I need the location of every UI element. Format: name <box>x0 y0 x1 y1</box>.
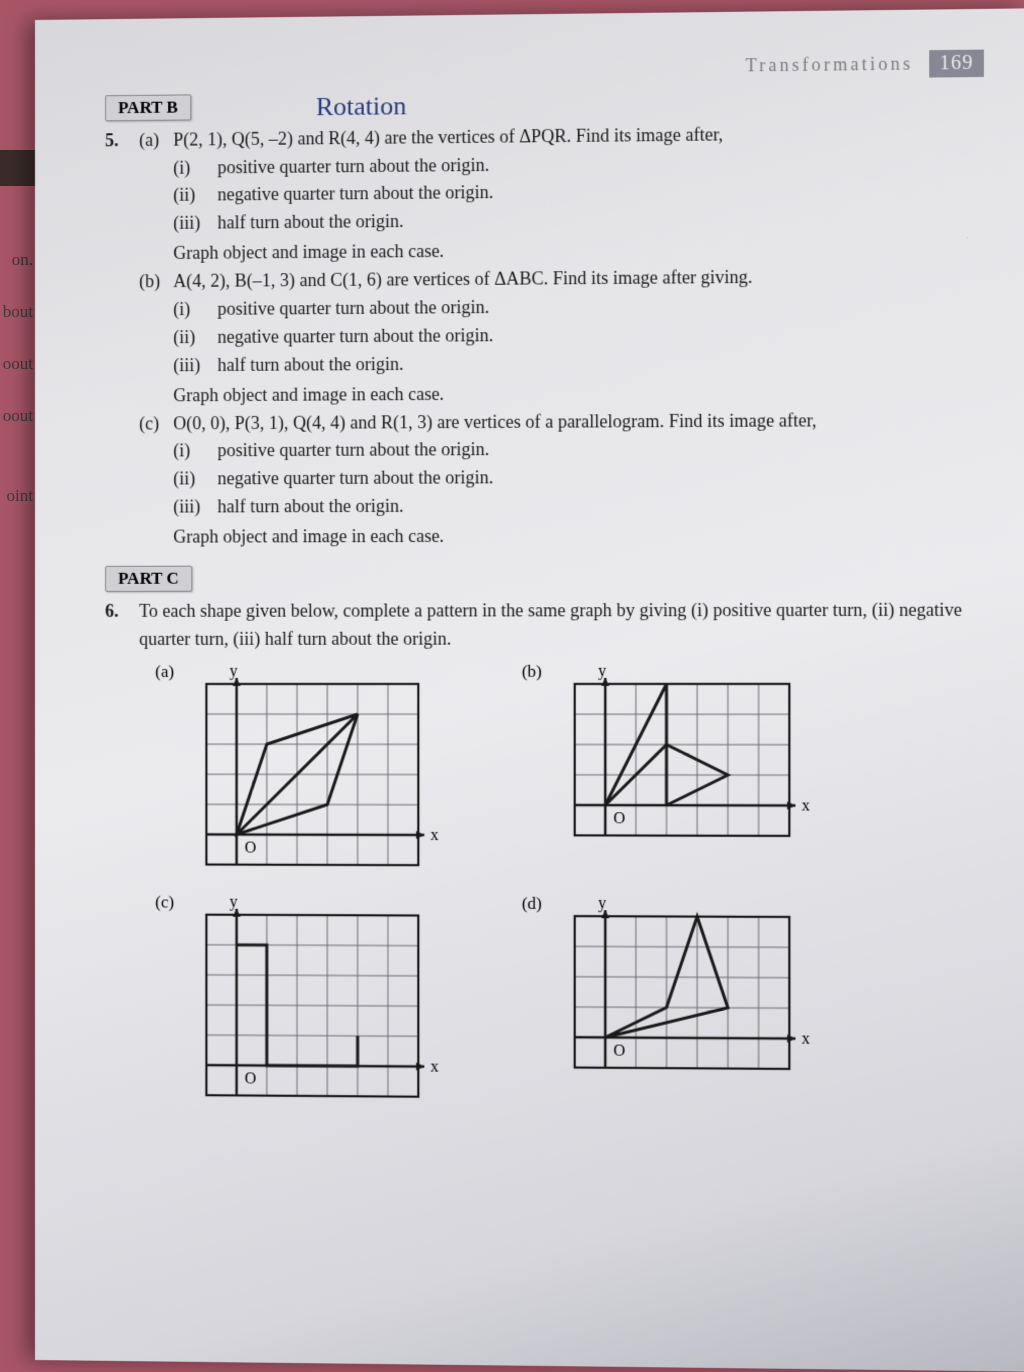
handwritten-title: Rotation <box>316 91 407 122</box>
item-text: positive quarter turn about the origin. <box>217 151 489 182</box>
question-5a: 5. (a) P(2, 1), Q(5, –2) and R(4, 4) are… <box>105 118 984 268</box>
svg-text:x: x <box>801 797 809 814</box>
graph-row-1: (a) y x O (b) <box>155 661 984 889</box>
sub-list: (i)positive quarter turn about the origi… <box>173 291 984 380</box>
graph-a: (a) y x O <box>155 662 440 888</box>
margin-frag: oout <box>0 406 35 426</box>
svg-text:y: y <box>598 663 606 680</box>
item-label: (ii) <box>173 324 217 352</box>
svg-text:y: y <box>229 893 237 910</box>
item-label: (iii) <box>173 352 217 380</box>
page-header: Transformations 169 <box>105 50 984 87</box>
graph-label: (a) <box>155 662 174 682</box>
item-label: (i) <box>173 154 217 182</box>
svg-text:y: y <box>598 895 606 912</box>
item-label: (ii) <box>173 182 217 210</box>
item-text: half turn about the origin. <box>217 493 403 522</box>
graph-label: (b) <box>522 662 542 682</box>
grid-chart: y x O <box>552 894 812 1092</box>
item-text: negative quarter turn about the origin. <box>217 179 493 209</box>
left-margin-fragments: on. bout oout oout oint <box>0 250 35 538</box>
page-number: 169 <box>929 50 984 78</box>
q-text: To each shape given below, complete a pa… <box>139 597 984 654</box>
graph-c: (c) y x O <box>155 892 440 1119</box>
item-text: negative quarter turn about the origin. <box>217 465 493 494</box>
svg-text:O: O <box>613 810 625 827</box>
part-b-label: PART B <box>105 94 191 121</box>
graph-row-2: (c) y x O (d) <box>155 892 984 1123</box>
margin-frag: bout <box>0 302 35 322</box>
item-label: (i) <box>173 438 217 466</box>
svg-text:O: O <box>245 839 257 856</box>
q-tail: Graph object and image in each case. <box>173 378 984 410</box>
part-c-label: PART C <box>105 566 192 592</box>
svg-text:O: O <box>245 1070 257 1087</box>
q-number: 5. <box>105 127 139 155</box>
margin-frag: oint <box>0 486 35 506</box>
q-number: 6. <box>105 598 139 626</box>
graph-d: (d) y x O <box>522 894 812 1122</box>
grid-chart: y x O <box>552 661 812 858</box>
svg-text:x: x <box>430 827 438 844</box>
grid-chart: y x O <box>184 662 440 888</box>
sub-list: (i)positive quarter turn about the origi… <box>173 434 984 521</box>
item-label: (ii) <box>173 466 217 494</box>
question-5c: (c) O(0, 0), P(3, 1), Q(4, 4) and R(1, 3… <box>105 406 984 552</box>
svg-text:x: x <box>801 1030 809 1047</box>
item-label: (iii) <box>173 210 217 238</box>
graph-label: (d) <box>522 894 542 914</box>
graph-label: (c) <box>155 892 174 912</box>
textbook-page: Transformations 169 PART B Rotation 5. (… <box>35 8 1024 1371</box>
grid-chart: y x O <box>184 892 440 1118</box>
item-label: (iii) <box>173 494 217 522</box>
margin-frag: on. <box>0 250 35 270</box>
item-text: negative quarter turn about the origin. <box>217 322 493 352</box>
q-sublabel: (a) <box>139 126 173 154</box>
item-text: half turn about the origin. <box>217 351 403 380</box>
q-tail: Graph object and image in each case. <box>173 521 984 551</box>
item-text: positive quarter turn about the origin. <box>217 436 489 465</box>
sub-list: (i)positive quarter turn about the origi… <box>173 147 984 238</box>
item-label: (i) <box>173 296 217 324</box>
q-intro: O(0, 0), P(3, 1), Q(4, 4) and R(1, 3) ar… <box>173 406 984 438</box>
svg-text:x: x <box>430 1058 438 1075</box>
graph-b: (b) y x O <box>522 661 812 888</box>
q-sublabel: (c) <box>139 410 173 438</box>
question-5b: (b) A(4, 2), B(–1, 3) and C(1, 6) are ve… <box>105 262 984 410</box>
svg-text:O: O <box>613 1042 625 1059</box>
q-sublabel: (b) <box>139 268 173 296</box>
question-6: 6. To each shape given below, complete a… <box>105 597 984 654</box>
svg-text:y: y <box>229 663 237 680</box>
item-text: half turn about the origin. <box>217 208 403 238</box>
item-text: positive quarter turn about the origin. <box>217 294 489 324</box>
chapter-title: Transformations <box>745 53 913 75</box>
margin-frag: oout <box>0 354 35 374</box>
